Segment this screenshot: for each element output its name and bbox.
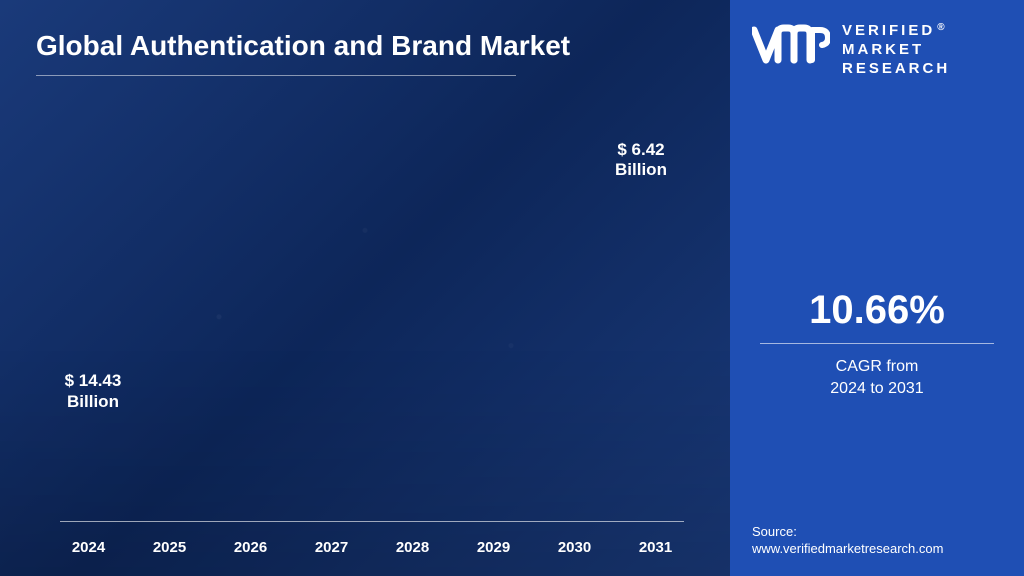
x-axis-label: 2030 [546,539,603,556]
brand-line-2: MARKET [842,41,924,58]
title-underline [36,75,516,76]
x-axis-label: 2024 [60,539,117,556]
sidebar-panel: VERIFIED® MARKET RESEARCH 10.66% CAGR fr… [730,0,1024,576]
chart-title: Global Authentication and Brand Market [36,28,576,63]
chart-panel: Global Authentication and Brand Market $… [0,0,730,576]
cagr-value: 10.66% [752,288,1002,333]
registered-mark: ® [937,22,947,33]
cagr-block: 10.66% CAGR from 2024 to 2031 [752,288,1002,399]
x-axis-label: 2026 [222,539,279,556]
brand-line-3: RESEARCH [842,60,950,77]
source-url: www.verifiedmarketresearch.com [752,541,943,556]
source-label: Source: [752,524,797,539]
brand-name: VERIFIED® MARKET RESEARCH [842,22,950,78]
cagr-label: CAGR from 2024 to 2031 [752,356,1002,399]
x-axis: 2024 2025 2026 2027 2028 2029 2030 2031 [60,539,684,556]
vmr-logo-icon [752,22,830,70]
bar-chart: $ 14.43 Billion $ 6.42 Billion 202420252… [36,136,694,556]
cagr-underline [760,343,994,344]
bars-container [60,156,684,522]
x-axis-label: 2031 [627,539,684,556]
x-axis-label: 2027 [303,539,360,556]
brand-logo: VERIFIED® MARKET RESEARCH [752,22,1002,78]
x-axis-label: 2029 [465,539,522,556]
x-axis-label: 2028 [384,539,441,556]
brand-line-1: VERIFIED [842,22,935,39]
source-citation: Source: www.verifiedmarketresearch.com [752,523,1002,558]
x-axis-label: 2025 [141,539,198,556]
